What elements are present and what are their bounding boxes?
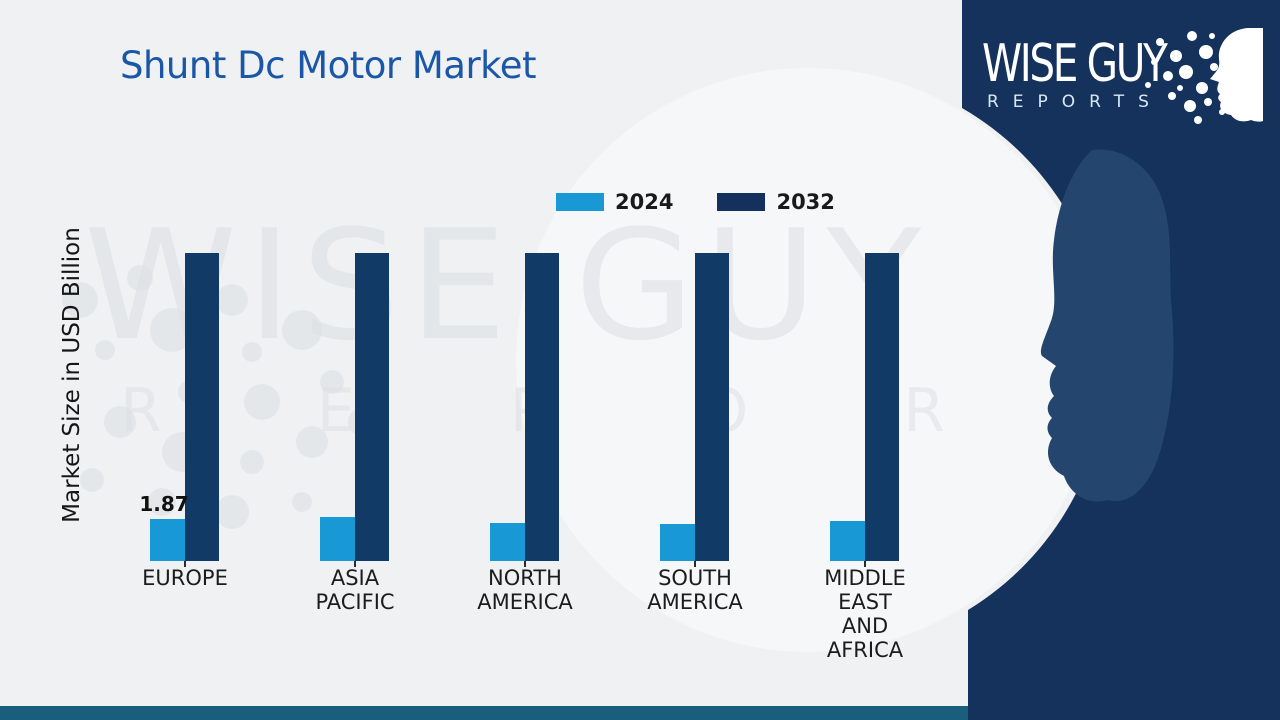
bar-2024-north-america	[490, 523, 525, 561]
chart-title: Shunt Dc Motor Market	[120, 44, 537, 87]
bar-2024-middle-east-and-africa	[830, 521, 865, 561]
category-label-north-america: NORTH AMERICA	[477, 566, 573, 614]
bar-2032-middle-east-and-africa	[865, 253, 899, 561]
x-axis-tick	[524, 561, 526, 567]
category-label-asia-pacific: ASIA PACIFIC	[315, 566, 395, 614]
category-label-middle-east-and-africa: MIDDLE EAST AND AFRICA	[824, 566, 906, 662]
bar-2032-europe	[185, 253, 219, 561]
x-axis-tick	[694, 561, 696, 567]
x-axis-tick	[864, 561, 866, 567]
brand-logo: WISE GUY REPORTS	[982, 38, 1217, 111]
bar-2024-asia-pacific	[320, 517, 355, 561]
y-axis-label: Market Size in USD Billion	[59, 227, 85, 523]
chart-legend: 2024 2032	[556, 190, 835, 214]
bar-2024-europe	[150, 519, 185, 561]
x-axis-tick	[354, 561, 356, 567]
footer-accent-bar	[0, 706, 1280, 720]
legend-label: 2024	[615, 190, 674, 214]
watermark-wiseguy-text: WISE GUY	[84, 197, 931, 374]
logo-reports-label: REPORTS	[987, 92, 1163, 112]
watermark-circle	[516, 68, 1100, 652]
legend-swatch-2024	[556, 193, 604, 211]
legend-label: 2032	[776, 190, 835, 214]
legend-item-2032: 2032	[717, 190, 835, 214]
bar-2024-south-america	[660, 524, 695, 561]
x-axis-tick	[184, 561, 186, 567]
bar-2032-south-america	[695, 253, 729, 561]
logo-wiseguy-label: WISE GUY	[982, 34, 1168, 94]
data-label-europe-2024: 1.87	[139, 492, 189, 516]
bar-2032-north-america	[525, 253, 559, 561]
bar-2032-asia-pacific	[355, 253, 389, 561]
legend-swatch-2032	[717, 193, 766, 211]
category-label-south-america: SOUTH AMERICA	[647, 566, 743, 614]
legend-item-2024: 2024	[556, 190, 673, 214]
category-label-europe: EUROPE	[142, 566, 228, 590]
